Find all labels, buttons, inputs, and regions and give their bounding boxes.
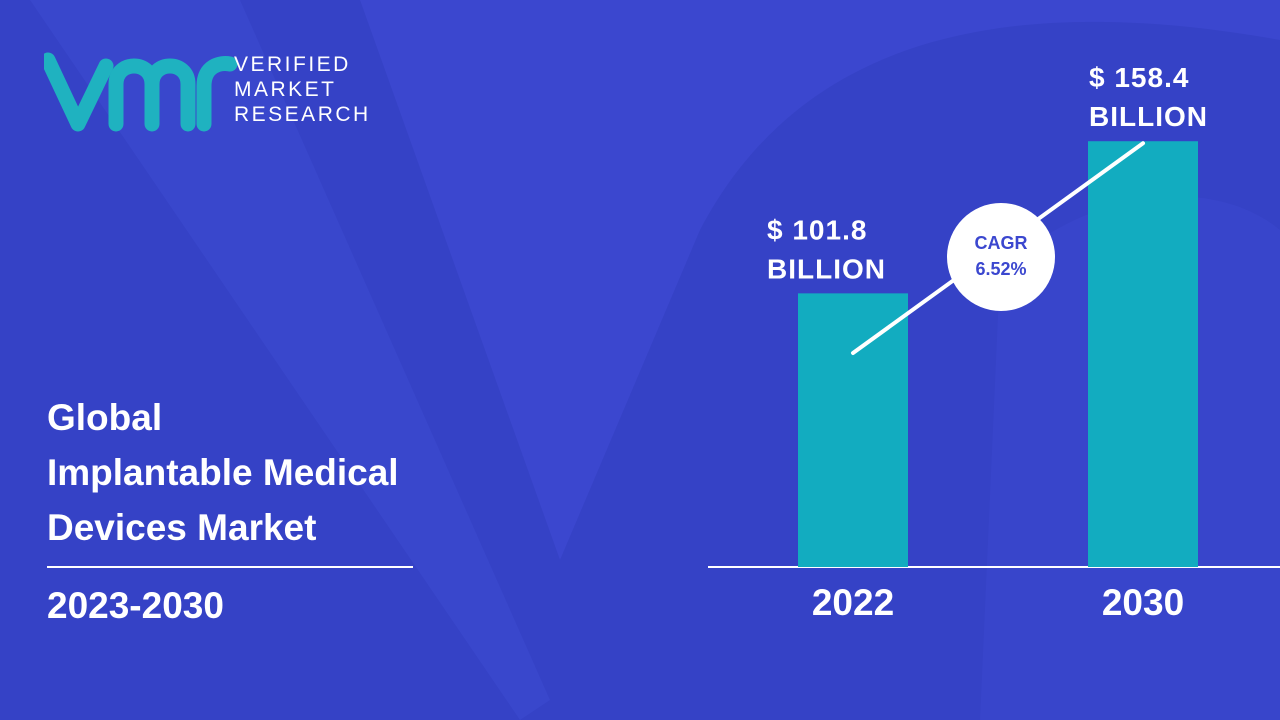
cagr-label: CAGR bbox=[975, 233, 1028, 253]
value-label-2022-line-1: $ 101.8 bbox=[767, 214, 867, 245]
category-label-2022: 2022 bbox=[812, 582, 894, 623]
bar-2030 bbox=[1088, 141, 1198, 567]
value-label-2030-line-2: BILLION bbox=[1089, 101, 1208, 132]
forecast-period: 2023-2030 bbox=[47, 585, 224, 626]
cagr-value: 6.52% bbox=[975, 259, 1026, 279]
brand-name: VERIFIED MARKET RESEARCH bbox=[234, 52, 371, 127]
title-line-3: Devices Market bbox=[47, 507, 317, 548]
brand-line-2: MARKET bbox=[234, 78, 337, 101]
title-line-2: Implantable Medical bbox=[47, 452, 399, 493]
category-label-2030: 2030 bbox=[1102, 582, 1184, 623]
bar-2022 bbox=[798, 293, 908, 567]
bars-group bbox=[798, 141, 1198, 567]
title-line-1: Global bbox=[47, 397, 163, 438]
brand-line-3: RESEARCH bbox=[234, 103, 371, 126]
title-divider bbox=[47, 566, 413, 568]
cagr-badge bbox=[947, 203, 1055, 311]
value-label-2030-line-1: $ 158.4 bbox=[1089, 62, 1189, 93]
value-label-2022-line-2: BILLION bbox=[767, 253, 886, 284]
brand-line-1: VERIFIED bbox=[234, 53, 351, 76]
report-title: Global Implantable Medical Devices Marke… bbox=[47, 390, 399, 555]
vmr-logo bbox=[44, 52, 238, 132]
